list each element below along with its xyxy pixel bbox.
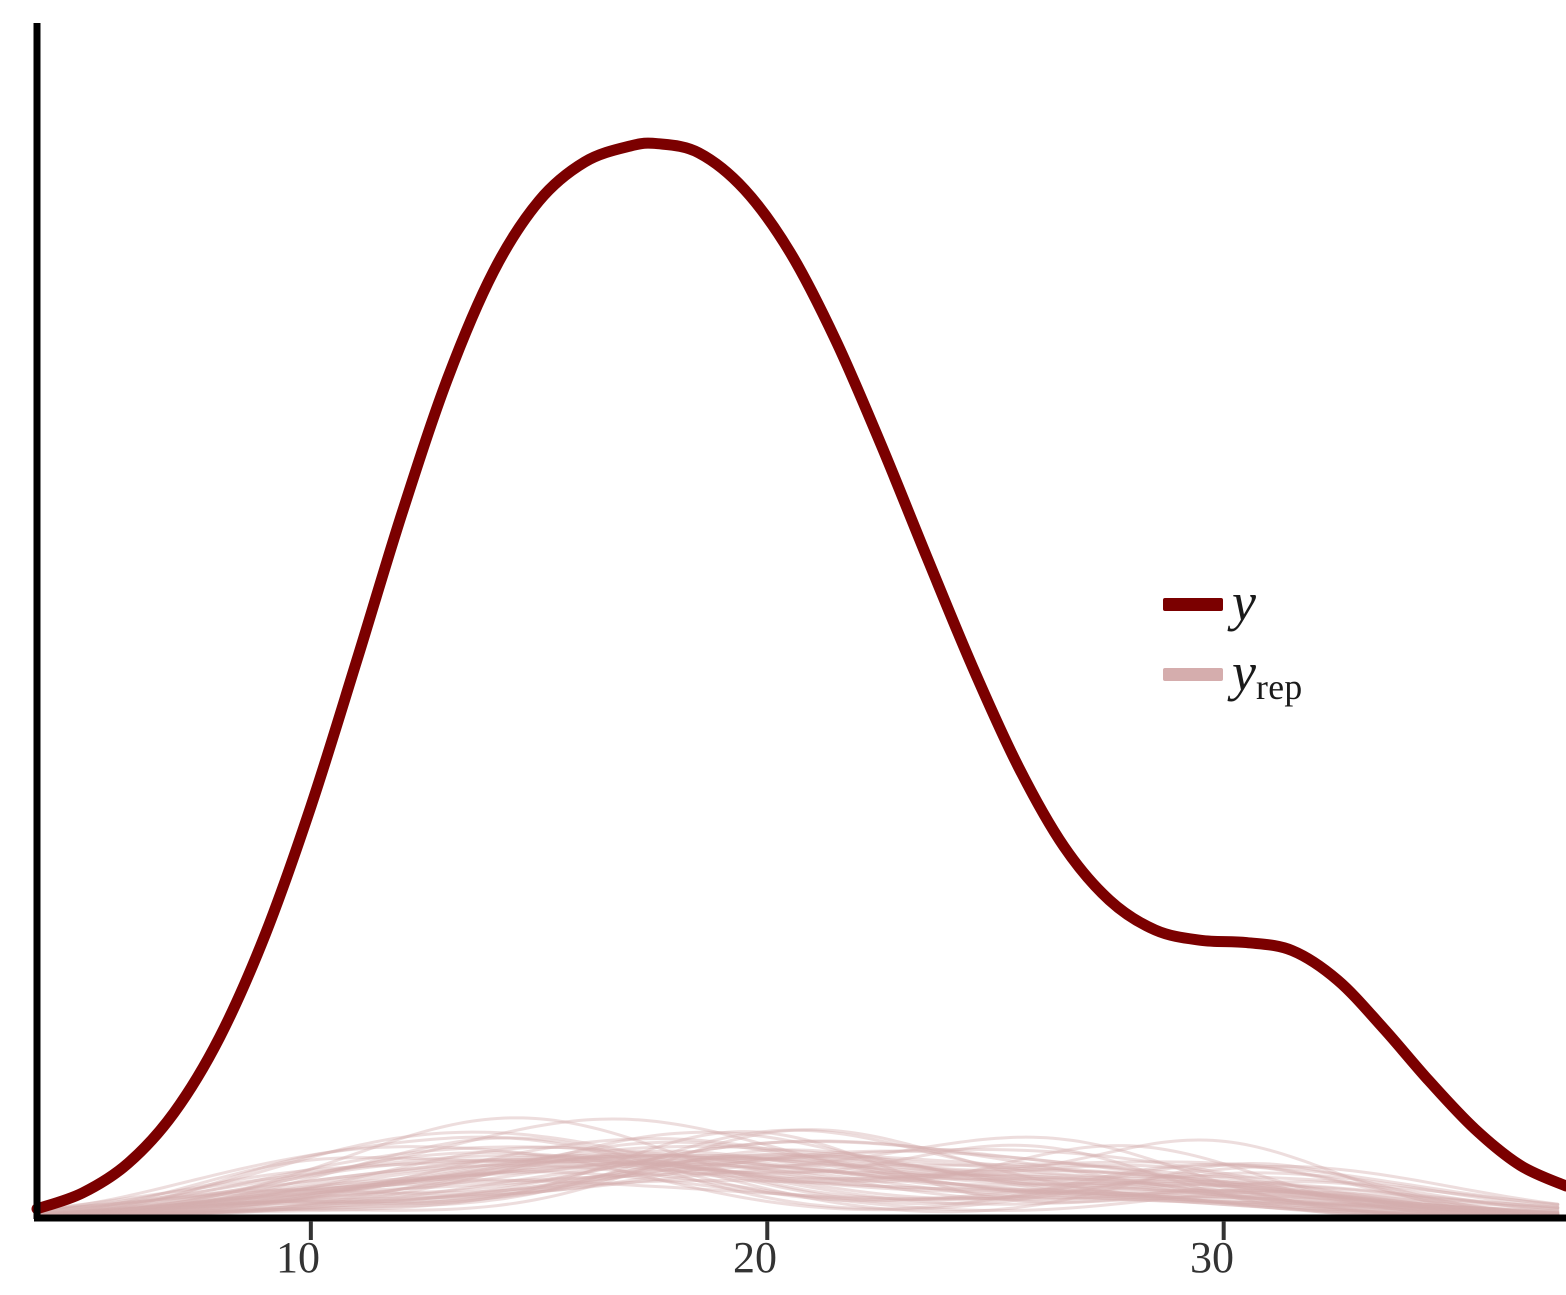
yrep-density-curve: [35, 1154, 1560, 1220]
yrep-density-curve: [35, 1178, 1560, 1216]
yrep-density-curve: [35, 1153, 1560, 1219]
yrep-density-curve: [35, 1128, 1560, 1219]
x-tick-label-30: 30: [1190, 1233, 1234, 1282]
yrep-density-curve: [35, 1157, 1560, 1219]
yrep-density-curve: [35, 1137, 1560, 1219]
yrep-density-curve: [35, 1162, 1560, 1216]
yrep-curve-layer: [35, 1116, 1560, 1220]
yrep-density-curve: [35, 1116, 1560, 1219]
legend-label-y-symbol: y: [1232, 572, 1256, 632]
legend-label-yrep-symbol: y: [1232, 642, 1256, 702]
x-tick-label-20: 20: [733, 1233, 777, 1282]
yrep-density-curve: [35, 1130, 1560, 1217]
x-tick-label-10: 10: [276, 1233, 320, 1282]
yrep-density-curve: [35, 1144, 1560, 1220]
yrep-density-curve: [35, 1156, 1560, 1217]
yrep-density-curve: [35, 1156, 1560, 1213]
yrep-density-curve: [35, 1162, 1560, 1218]
yrep-density-curve: [35, 1170, 1560, 1219]
yrep-density-curve: [35, 1136, 1560, 1217]
yrep-density-curve: [35, 1170, 1560, 1218]
yrep-density-curve: [35, 1153, 1560, 1220]
yrep-density-curve: [35, 1149, 1560, 1217]
yrep-density-curve: [35, 1135, 1560, 1220]
yrep-density-curve: [35, 1156, 1560, 1218]
yrep-density-curve: [35, 1147, 1560, 1216]
yrep-density-curve: [35, 1130, 1560, 1219]
legend-swatch-yrep: [1163, 668, 1223, 681]
yrep-density-curve: [35, 1154, 1560, 1217]
legend-swatch-y: [1163, 598, 1223, 611]
yrep-density-curve: [35, 1178, 1560, 1216]
yrep-density-curve: [35, 1143, 1560, 1220]
yrep-density-curve: [35, 1163, 1560, 1218]
axes-layer: [33, 23, 1566, 1240]
yrep-density-curve: [35, 1154, 1560, 1218]
legend-label-yrep-subscript: rep: [1255, 667, 1303, 708]
yrep-density-curve: [35, 1145, 1560, 1218]
yrep-density-curve: [35, 1148, 1560, 1220]
yrep-density-curve: [35, 1152, 1560, 1217]
yrep-density-curve: [35, 1117, 1560, 1219]
yrep-density-curve: [35, 1155, 1560, 1219]
x-axis-tick-marks: [308, 1221, 1226, 1240]
yrep-density-curve: [35, 1135, 1560, 1216]
yrep-density-curve: [35, 1149, 1560, 1219]
yrep-density-curve: [35, 1160, 1560, 1219]
yrep-density-curve: [35, 1139, 1560, 1218]
observed-density-curve: [31, 137, 1566, 1215]
yrep-density-curve: [35, 1150, 1560, 1219]
legend-swatch-group: [1163, 598, 1223, 681]
yrep-density-curve: [35, 1153, 1560, 1217]
legend-label-y: y: [1232, 571, 1256, 633]
yrep-density-curve: [35, 1145, 1560, 1217]
yrep-density-curve: [35, 1144, 1560, 1218]
yrep-density-curve: [35, 1157, 1560, 1220]
yrep-density-curve: [35, 1145, 1560, 1218]
yrep-density-curve: [35, 1138, 1560, 1218]
legend-label-yrep: yrep: [1232, 641, 1303, 707]
yrep-density-curve: [35, 1160, 1560, 1217]
yrep-density-curve: [35, 1139, 1560, 1219]
yrep-density-curve: [35, 1153, 1560, 1217]
yrep-density-curve: [35, 1130, 1560, 1220]
yrep-density-curve: [35, 1160, 1560, 1220]
yrep-density-curve: [35, 1128, 1560, 1219]
yrep-density-curve: [35, 1140, 1560, 1218]
